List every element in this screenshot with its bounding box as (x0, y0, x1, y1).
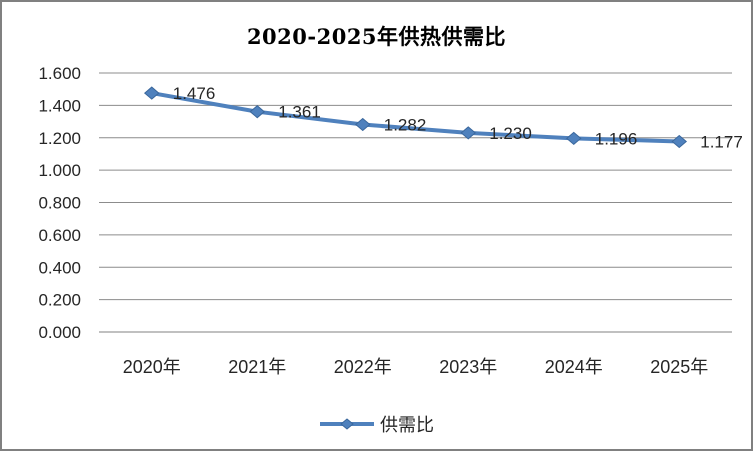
x-tick-label: 2023年 (439, 357, 497, 377)
series-line (149, 91, 682, 144)
data-label: 1.230 (489, 124, 532, 143)
data-label: 1.282 (384, 115, 427, 134)
y-tick-label: 1.200 (38, 129, 81, 148)
data-point-marker (460, 126, 477, 140)
y-tick-label: 1.400 (38, 96, 81, 115)
data-point-marker (143, 86, 160, 100)
y-tick-label: 0.000 (38, 323, 81, 342)
x-tick-label: 2022年 (334, 357, 392, 377)
y-tick-label: 0.200 (38, 291, 81, 310)
y-tick-label: 1.000 (38, 161, 81, 180)
data-label: 1.361 (278, 103, 321, 122)
legend-line-marker-icon (320, 418, 374, 430)
x-tick-label: 2024年 (545, 357, 603, 377)
x-tick-label: 2020年 (123, 357, 181, 377)
legend: 供需比 (2, 411, 751, 437)
y-tick-label: 0.400 (38, 258, 81, 277)
x-tick-label: 2021年 (228, 357, 286, 377)
data-point-marker (249, 105, 266, 119)
y-tick-label: 0.800 (38, 194, 81, 213)
y-tick-label: 0.600 (38, 226, 81, 245)
chart-title: 2020-2025年供热供需比 (246, 24, 507, 49)
data-label: 1.196 (595, 129, 638, 148)
data-point-marker (565, 131, 582, 146)
data-point-marker (354, 117, 371, 132)
y-tick-label: 1.600 (38, 64, 81, 83)
x-tick-label: 2025年 (650, 357, 708, 377)
data-point-marker (671, 134, 688, 149)
data-label: 1.476 (173, 84, 216, 103)
data-label: 1.177 (700, 132, 743, 151)
legend-label: 供需比 (380, 415, 434, 435)
